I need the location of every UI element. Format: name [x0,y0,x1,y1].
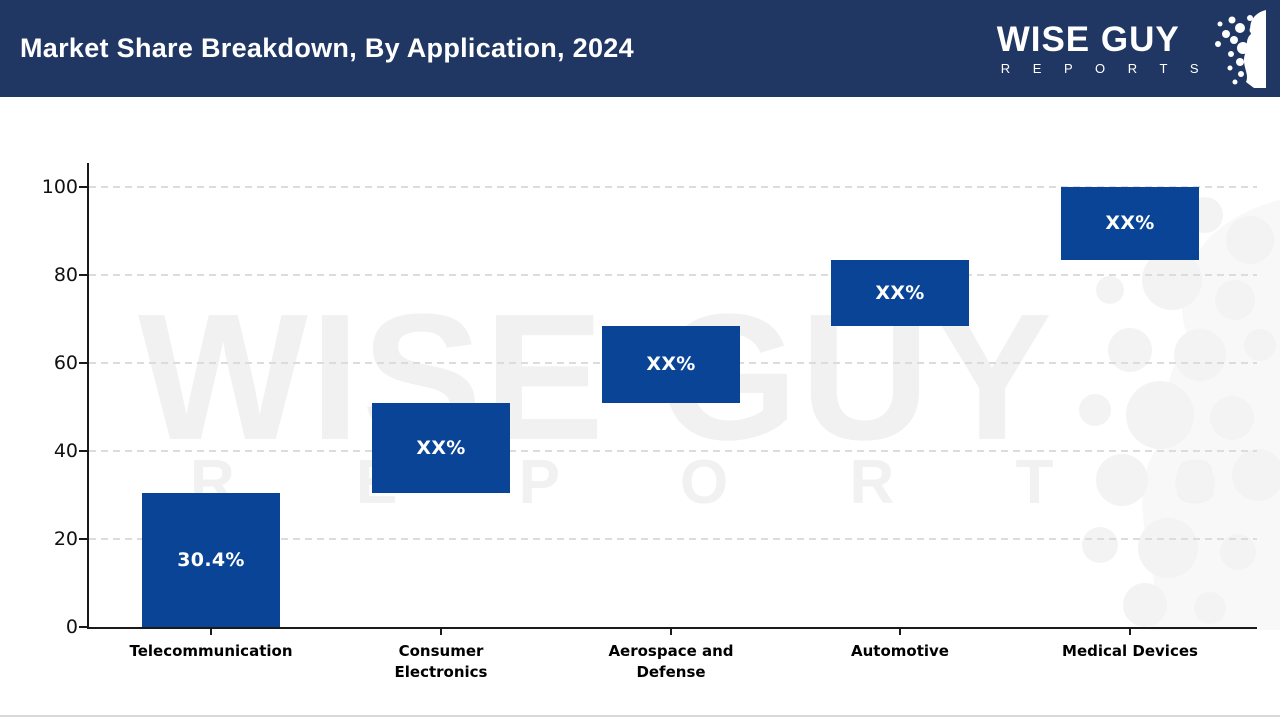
gridline-20 [89,538,1257,540]
logo-wordmark: WISE GUY [996,20,1180,59]
x-tick-mark-2 [670,628,672,635]
x-tick-mark-4 [1129,628,1131,635]
bar-4: XX% [1061,187,1199,260]
header-bar: Market Share Breakdown, By Application, … [0,0,1280,97]
bar-1: XX% [372,402,510,494]
x-category-label-4: Medical Devices [1062,642,1198,660]
plot-area: 0 20 40 60 80 100 30.4% Telecommunication XX% Con… [0,97,1280,717]
x-tick-mark-1 [440,628,442,635]
gridline-80 [89,274,1257,276]
x-category-label-3: Automotive [851,642,949,660]
y-tick-mark-60 [79,362,87,364]
logo-head-icon [1215,9,1266,88]
y-tick-mark-80 [79,274,87,276]
logo-text: WISE GUY R E P O R T S [997,22,1208,75]
gridline-100 [89,186,1257,188]
bar-value-label-2: XX% [646,353,696,376]
bottom-divider [0,715,1280,717]
bar-2: XX% [602,325,740,403]
bar-value-label-4: XX% [1105,212,1155,235]
y-tick-label-20: 20 [53,528,78,550]
watermark-text-line2: R E P O R T S [190,448,1268,517]
y-tick-label-60: 60 [53,352,78,374]
watermark-head-icon [1079,197,1280,630]
bar-value-label-0: 30.4% [177,549,245,572]
x-axis-line [87,627,1257,629]
bar-3: XX% [831,259,969,326]
x-category-label-1: Consumer Electronics [394,642,488,681]
x-tick-mark-3 [899,628,901,635]
y-tick-mark-100 [79,186,87,188]
x-category-label-2: Aerospace and Defense [608,642,734,681]
bar-value-label-3: XX% [875,281,925,304]
logo-subtext: R E P O R T S [1000,61,1208,76]
x-category-label-0: Telecommunication [129,642,293,660]
wise-guy-reports-logo: WISE GUY R E P O R T S [997,9,1280,88]
y-tick-label-40: 40 [53,440,78,462]
x-tick-mark-0 [210,628,212,635]
gridline-40 [89,450,1257,452]
y-tick-mark-20 [79,538,87,540]
y-tick-label-80: 80 [53,264,78,286]
y-axis-line [87,163,89,629]
bar-0: 30.4% [142,493,280,627]
y-tick-label-100: 100 [41,176,78,198]
y-tick-mark-40 [79,450,87,452]
y-tick-label-0: 0 [65,616,78,638]
y-tick-mark-0 [79,626,87,628]
page-title: Market Share Breakdown, By Application, … [20,33,634,63]
bar-value-label-1: XX% [416,436,466,459]
